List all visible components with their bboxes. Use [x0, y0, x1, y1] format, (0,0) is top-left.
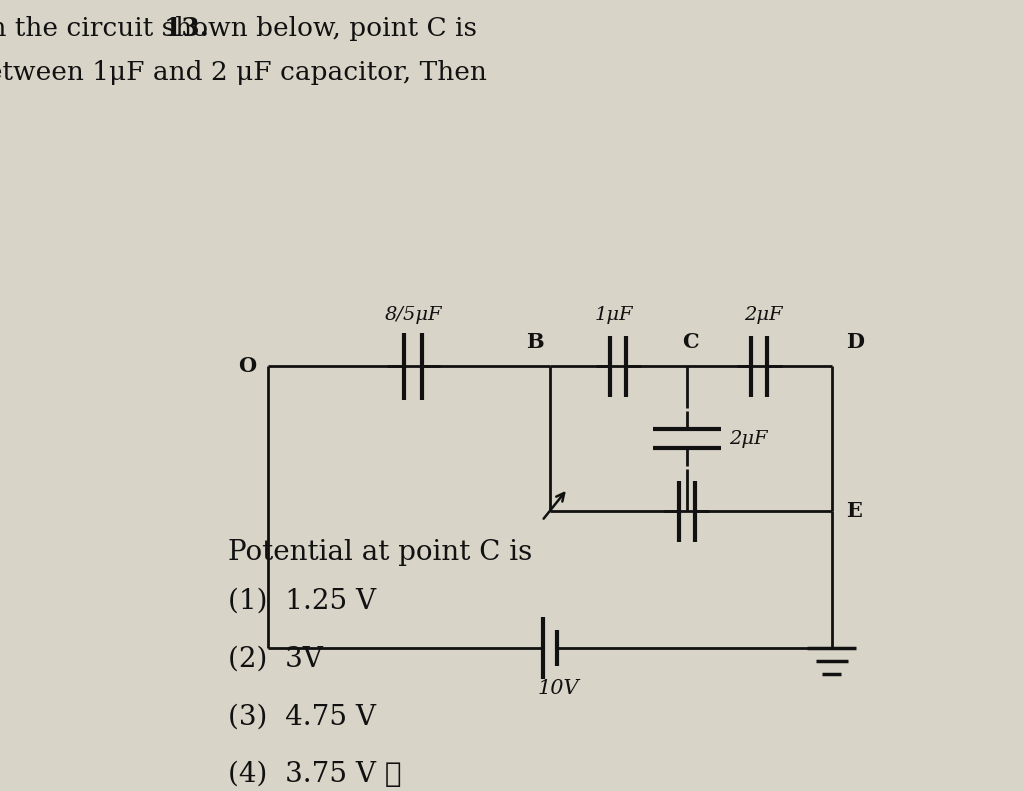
Text: D: D — [846, 332, 864, 352]
Text: 2μF: 2μF — [744, 306, 782, 324]
Text: (1)  1.25 V: (1) 1.25 V — [228, 588, 376, 615]
Text: (2)  3V: (2) 3V — [228, 645, 323, 672]
Text: O: O — [238, 356, 256, 377]
Text: In the circuit shown below, point C is: In the circuit shown below, point C is — [0, 16, 477, 41]
Text: 10V: 10V — [538, 679, 579, 698]
Text: 2μF: 2μF — [729, 430, 767, 448]
Text: C: C — [682, 332, 699, 352]
Text: E: E — [846, 501, 862, 521]
Text: (3)  4.75 V: (3) 4.75 V — [228, 703, 376, 731]
Text: 8/5μF: 8/5μF — [384, 306, 442, 324]
Text: 1μF: 1μF — [595, 306, 634, 324]
Text: Potential at point C is: Potential at point C is — [228, 539, 532, 566]
Text: 13.: 13. — [164, 16, 210, 41]
Text: B: B — [526, 332, 544, 352]
Text: (4)  3.75 V ✓: (4) 3.75 V ✓ — [228, 762, 401, 789]
Text: between 1μF and 2 μF capacitor, Then: between 1μF and 2 μF capacitor, Then — [0, 60, 486, 85]
